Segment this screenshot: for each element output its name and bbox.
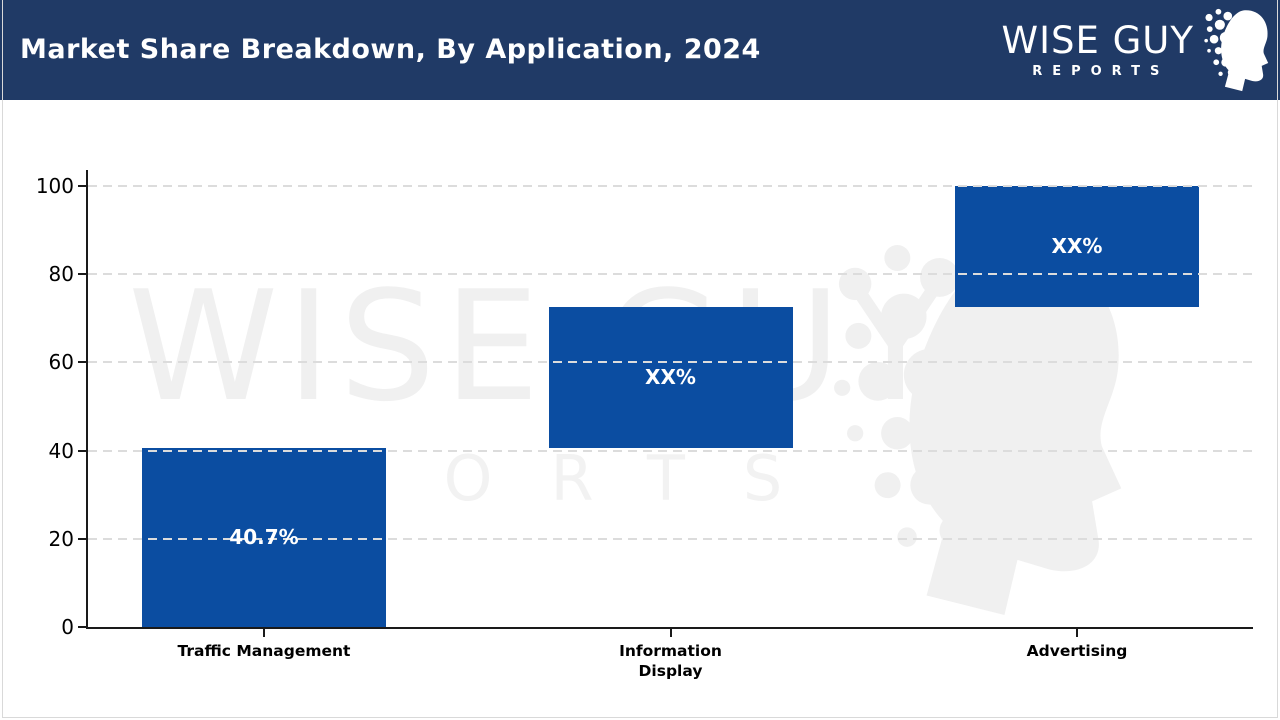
y-tick-100 — [78, 185, 86, 187]
y-tick-20 — [78, 537, 86, 540]
x-tick-traffic-management — [263, 629, 265, 637]
y-tick-label-0: 0 — [61, 615, 74, 639]
bar-label-information-display: XX% — [645, 365, 696, 390]
y-tick-label-60: 60 — [48, 350, 74, 375]
watermark-line1: WISE GUY — [128, 258, 950, 435]
gridline-100 — [88, 185, 1253, 187]
logo-line2: REPORTS — [1032, 64, 1170, 79]
header-bar: Market Share Breakdown, By Application, … — [0, 0, 1280, 100]
y-tick-60 — [78, 361, 86, 364]
logo-wordmark: WISE GUY REPORTS — [1001, 19, 1194, 80]
gridline-60 — [88, 361, 1253, 364]
x-tick-label-information-display: Information Display — [619, 642, 722, 680]
gridline-80 — [88, 273, 1253, 276]
y-tick-0 — [78, 626, 86, 628]
bar-traffic-management — [142, 447, 386, 627]
bar-label-advertising: XX% — [1051, 234, 1103, 259]
bar-advertising — [955, 186, 1199, 307]
chart-title: Market Share Breakdown, By Application, … — [20, 34, 761, 65]
x-tick-label-traffic-management: Traffic Management — [177, 642, 351, 660]
y-tick-80 — [78, 273, 86, 276]
wiseguy-logo: WISE GUY REPORTS — [1002, 4, 1272, 96]
logo-head-icon — [1204, 8, 1269, 92]
x-tick-information-display — [669, 629, 672, 637]
gridline-20 — [88, 537, 1253, 540]
x-axis-line — [86, 627, 1253, 629]
bar-label-traffic-management: 40.7% — [229, 525, 299, 550]
logo-line1: WISE GUY — [1001, 19, 1194, 62]
gridline-40 — [88, 449, 1253, 452]
y-tick-label-100: 100 — [35, 174, 74, 198]
x-tick-advertising — [1076, 629, 1078, 637]
bar-information-display — [548, 306, 793, 448]
y-tick-40 — [78, 449, 86, 452]
y-axis-line — [86, 170, 88, 629]
y-tick-label-40: 40 — [48, 438, 74, 463]
x-tick-label-advertising: Advertising — [1026, 642, 1128, 660]
y-tick-label-80: 80 — [48, 262, 74, 287]
y-tick-label-20: 20 — [48, 526, 74, 551]
